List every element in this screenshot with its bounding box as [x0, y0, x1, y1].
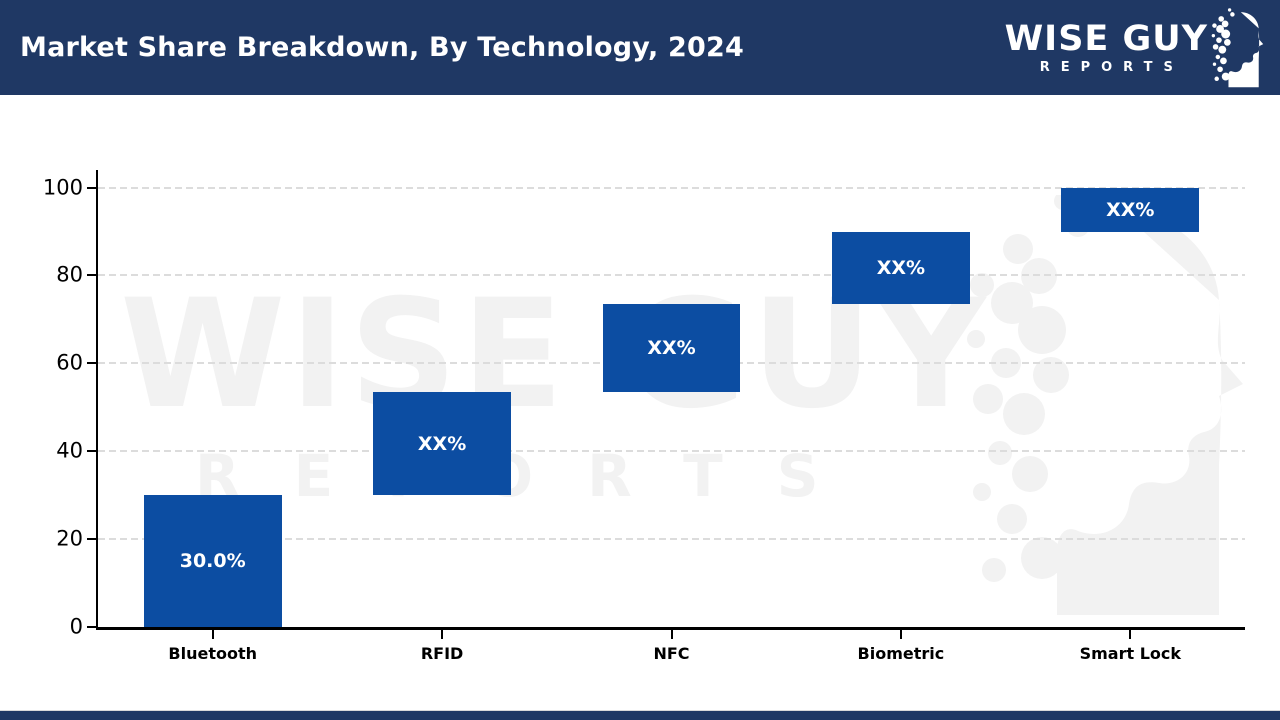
bar-nfc: XX% [602, 304, 741, 392]
y-axis-tick [87, 450, 96, 453]
bar-value-label: XX% [1106, 198, 1155, 221]
wiseguy-face-icon [1211, 8, 1264, 88]
bar-value-label: XX% [417, 432, 467, 455]
y-axis-tick [87, 538, 96, 541]
y-axis-tick-label: 80 [56, 262, 83, 287]
x-axis-tick [670, 630, 673, 639]
x-axis-category-label: RFID [420, 644, 464, 663]
x-axis-tick [1129, 630, 1132, 639]
gridline [98, 186, 1245, 189]
bar-value-label: XX% [876, 256, 926, 279]
y-axis-tick [87, 362, 96, 365]
y-axis-tick-label: 40 [56, 438, 83, 463]
bar-biometric: XX% [832, 231, 970, 305]
footer-bar [0, 710, 1280, 720]
watermark-brand-text: WISE GUY [120, 268, 990, 442]
x-axis-tick [441, 630, 444, 639]
x-axis-category-label: Smart Lock [1079, 644, 1182, 663]
bar-smart-lock: XX% [1061, 187, 1200, 232]
x-axis-tick [211, 630, 214, 639]
bar-rfid: XX% [373, 391, 511, 496]
x-axis-category-label: Biometric [857, 644, 945, 663]
y-axis-tick [87, 186, 96, 189]
gridline [98, 538, 1245, 541]
y-axis-tick-label: 20 [56, 526, 83, 551]
chart: 0 20 40 60 80 100 30.0% Bluetooth XX% RFID XX% NFC X… [0, 95, 1280, 711]
y-axis-tick-label: 100 [42, 175, 83, 200]
page-title: Market Share Breakdown, By Technology, 2… [20, 32, 745, 63]
gridline [98, 274, 1245, 277]
header: Market Share Breakdown, By Technology, 2… [0, 0, 1280, 95]
brand-name: WISE GUY [1004, 18, 1208, 59]
x-axis-category-label: NFC [653, 644, 690, 663]
bar-value-label: 30.0% [179, 550, 246, 573]
y-axis-tick [87, 274, 96, 277]
y-axis-tick-label: 60 [56, 350, 83, 375]
y-axis-tick [87, 626, 96, 628]
brand-logo: WISE GUY REPORTS [1005, 6, 1266, 90]
x-axis-tick [899, 630, 902, 639]
x-axis-category-label: Bluetooth [168, 644, 257, 663]
plot-area: 0 20 40 60 80 100 30.0% Bluetooth XX% RFID XX% NFC X… [43, 170, 1245, 663]
y-axis-tick-label: 0 [69, 614, 83, 639]
brand-logo-text: WISE GUY REPORTS [1004, 18, 1208, 76]
gridline [98, 450, 1245, 453]
bar-bluetooth: 30.0% [143, 495, 282, 627]
bar-value-label: XX% [647, 336, 696, 359]
brand-subname: REPORTS [1039, 60, 1184, 76]
